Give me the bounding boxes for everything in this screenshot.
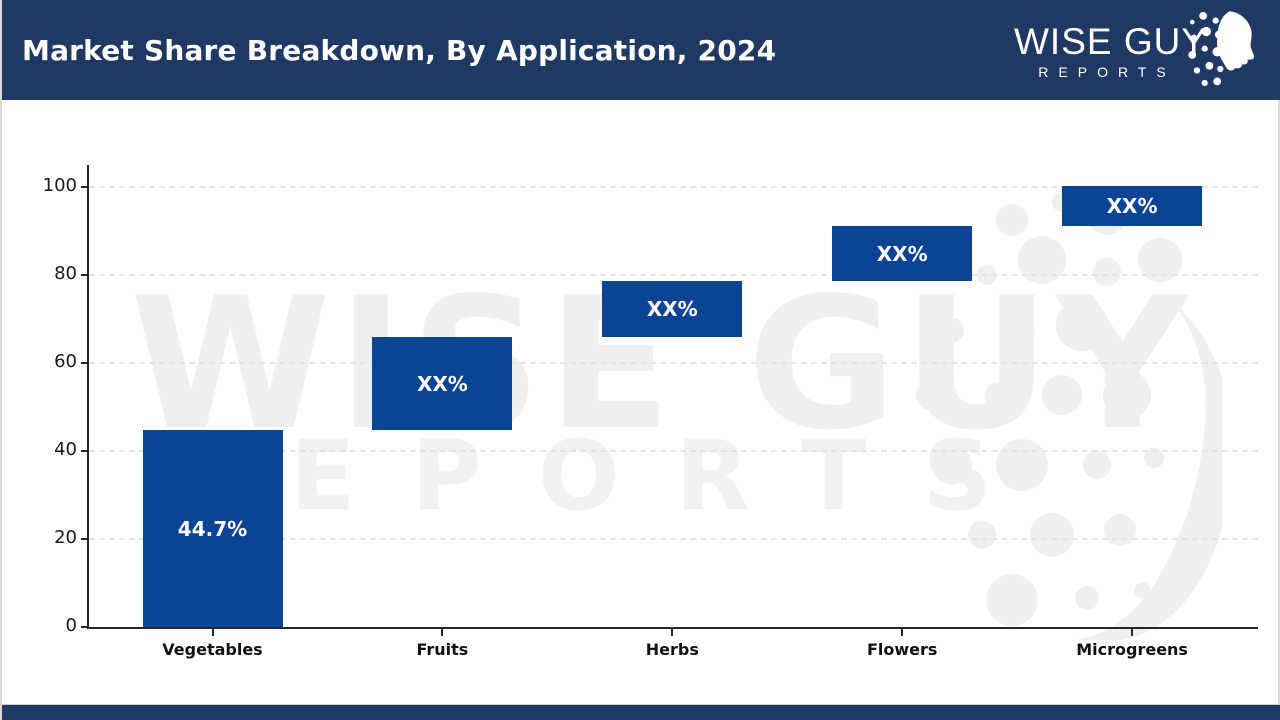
y-tick-80 — [81, 274, 89, 276]
bar-flowers: XX% — [832, 226, 973, 282]
y-tick-40 — [81, 450, 89, 452]
x-tick-label-fruits: Fruits — [416, 640, 469, 659]
y-tick-0 — [81, 626, 89, 628]
x-axis — [87, 627, 1258, 629]
y-tick-60 — [81, 362, 89, 364]
brand-wordmark: WISE GUY REPORTS — [1014, 21, 1208, 81]
y-tick-label-0: 0 — [65, 615, 77, 636]
brand-wordmark-line2: REPORTS — [1038, 64, 1176, 80]
gridline-20 — [89, 538, 1258, 540]
y-tick-label-80: 80 — [54, 263, 77, 284]
gridline-80 — [89, 274, 1258, 276]
x-tick-label-flowers: Flowers — [866, 640, 938, 659]
y-tick-label-100: 100 — [42, 175, 77, 196]
y-tick-label-20: 20 — [54, 527, 77, 548]
x-tick-label-microgreens: Microgreens — [1076, 640, 1188, 659]
x-tick-flowers — [901, 627, 904, 636]
brand-logo: WISE GUY REPORTS — [1014, 8, 1264, 94]
gridline-60 — [89, 362, 1258, 364]
bar-microgreens: XX% — [1062, 186, 1203, 227]
x-tick-herbs — [671, 627, 674, 636]
brand-face-icon — [1188, 11, 1255, 87]
footer-divider — [2, 704, 1280, 705]
bar-value-label: 44.7% — [177, 516, 248, 541]
gridline-40 — [89, 450, 1258, 452]
y-tick-label-60: 60 — [54, 351, 77, 372]
y-tick-label-40: 40 — [54, 439, 77, 460]
bar-value-label: XX% — [646, 297, 698, 322]
watermark-subtext: REPORTS — [160, 420, 1048, 532]
x-tick-microgreens — [1131, 627, 1134, 636]
bar-vegetables: 44.7% — [142, 430, 283, 627]
brand-wordmark-line1: WISE GUY — [1014, 21, 1208, 62]
header-bar: Market Share Breakdown, By Application, … — [2, 0, 1280, 100]
y-tick-100 — [81, 186, 89, 188]
y-tick-20 — [81, 538, 89, 540]
y-axis — [87, 165, 89, 629]
page-title: Market Share Breakdown, By Application, … — [22, 33, 777, 67]
x-tick-label-vegetables: Vegetables — [162, 640, 263, 659]
bar-fruits: XX% — [372, 337, 513, 431]
footer-bar — [2, 705, 1280, 720]
bar-herbs: XX% — [602, 281, 743, 338]
bar-value-label: XX% — [876, 241, 928, 266]
gridline-100 — [89, 186, 1258, 188]
bar-value-label: XX% — [1106, 194, 1158, 219]
bar-value-label: XX% — [416, 371, 468, 396]
x-tick-vegetables — [211, 627, 214, 636]
x-tick-fruits — [441, 627, 444, 636]
x-tick-label-herbs: Herbs — [645, 640, 699, 659]
